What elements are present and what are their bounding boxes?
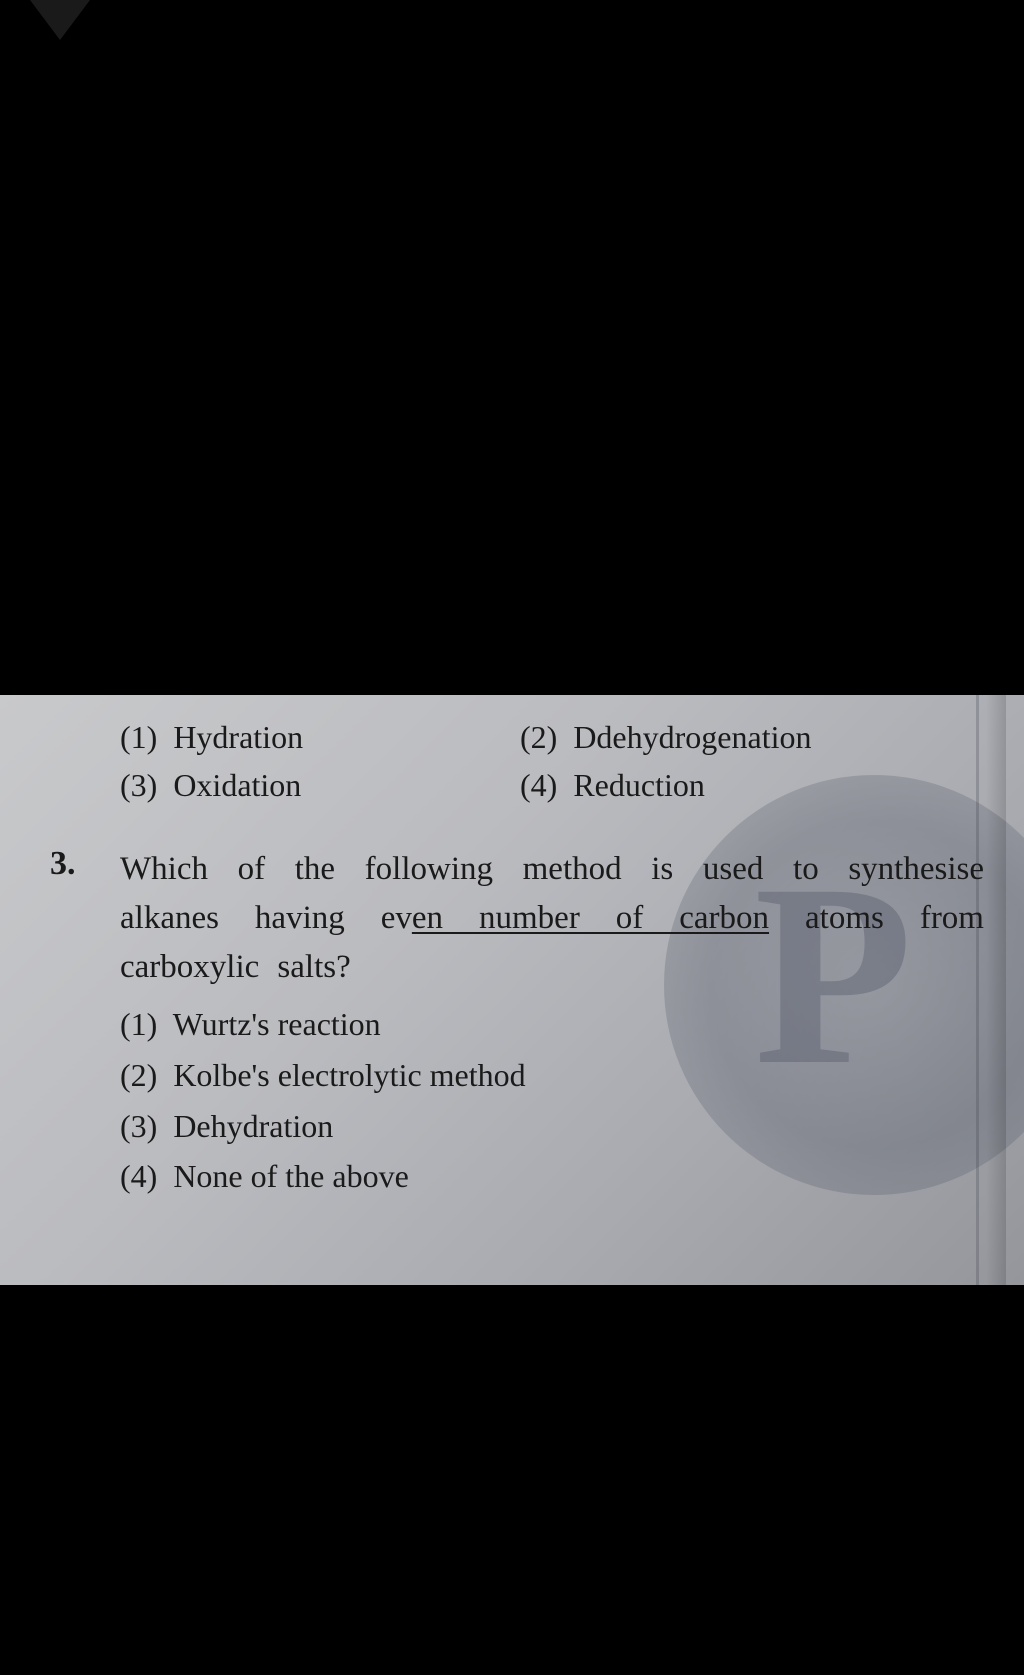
question-body: Which of the following method is used to… bbox=[120, 845, 984, 1202]
option-item: (1) Hydration bbox=[120, 713, 520, 761]
option-item: (1) Wurtz's reaction bbox=[120, 999, 984, 1050]
option-label: Kolbe's electrolytic method bbox=[173, 1057, 525, 1093]
option-num: (1) bbox=[120, 719, 157, 755]
paper-region: P (1) Hydration (2) Ddehydrogenation (3)… bbox=[0, 695, 1024, 1285]
option-label: Ddehydrogenation bbox=[573, 719, 811, 755]
corner-mark bbox=[30, 0, 90, 40]
option-item: (3) Oxidation bbox=[120, 761, 520, 809]
option-item: (4) Reduction bbox=[520, 761, 950, 809]
option-label: Dehydration bbox=[173, 1108, 333, 1144]
option-label: Oxidation bbox=[173, 767, 301, 803]
option-num: (2) bbox=[120, 1057, 157, 1093]
option-num: (4) bbox=[120, 1158, 157, 1194]
question-text: Which of the following method is used to… bbox=[120, 845, 984, 991]
bottom-black-region bbox=[0, 1285, 1024, 1675]
question-text-underlined: en number of carbon bbox=[412, 900, 769, 936]
option-label: Wurtz's reaction bbox=[173, 1006, 381, 1042]
option-item: (2) Kolbe's electrolytic method bbox=[120, 1050, 984, 1101]
option-item: (4) None of the above bbox=[120, 1151, 984, 1202]
content: (1) Hydration (2) Ddehydrogenation (3) O… bbox=[50, 713, 984, 1202]
option-num: (3) bbox=[120, 1108, 157, 1144]
option-num: (2) bbox=[520, 719, 557, 755]
option-label: Hydration bbox=[173, 719, 303, 755]
option-num: (3) bbox=[120, 767, 157, 803]
page-edge-shadow bbox=[986, 695, 1006, 1285]
option-num: (4) bbox=[520, 767, 557, 803]
option-item: (3) Dehydration bbox=[120, 1101, 984, 1152]
option-num: (1) bbox=[120, 1006, 157, 1042]
question-number: 3. bbox=[50, 845, 120, 1202]
option-item: (2) Ddehydrogenation bbox=[520, 713, 950, 761]
prev-question-options: (1) Hydration (2) Ddehydrogenation (3) O… bbox=[120, 713, 984, 809]
question-options: (1) Wurtz's reaction (2) Kolbe's electro… bbox=[120, 999, 984, 1201]
top-black-region bbox=[0, 0, 1024, 695]
option-label: Reduction bbox=[573, 767, 705, 803]
question-row: 3. Which of the following method is used… bbox=[50, 845, 984, 1202]
option-label: None of the above bbox=[173, 1158, 408, 1194]
